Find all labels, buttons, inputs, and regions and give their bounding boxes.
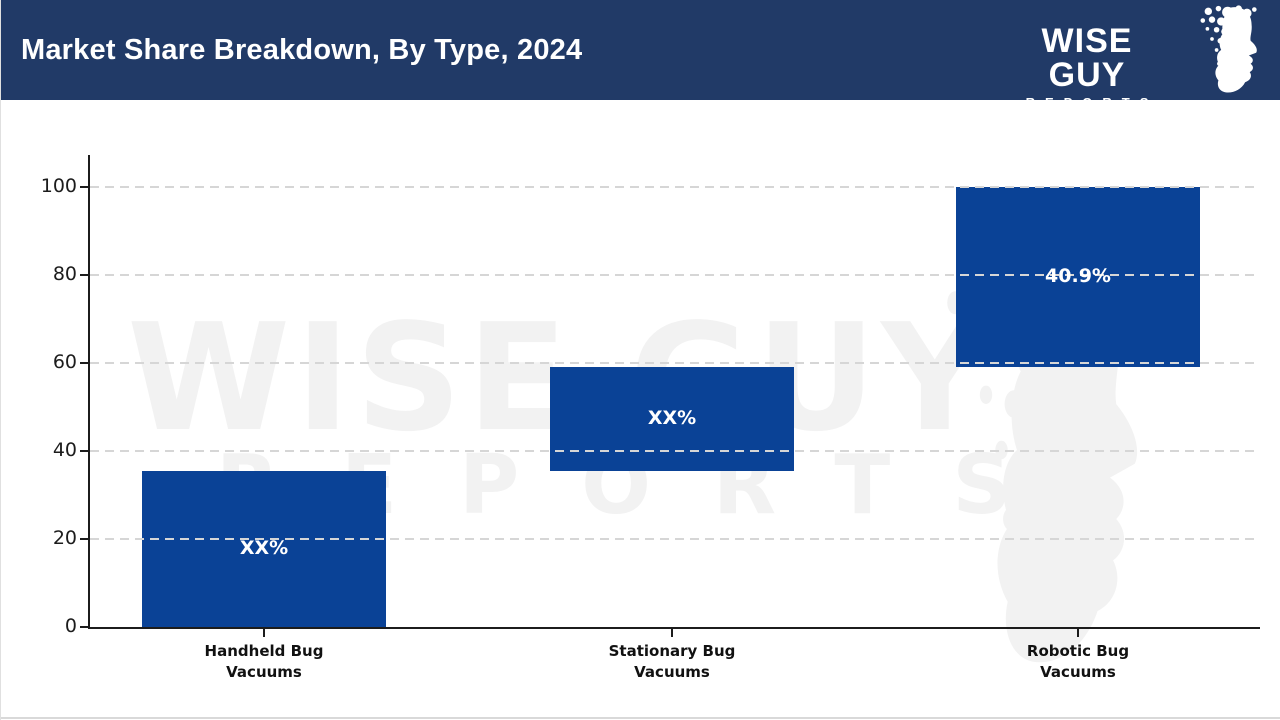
x-tick-mark-robotic-bug-vacuums <box>1077 629 1079 637</box>
gridline-y-80 <box>90 274 1259 276</box>
wiseguy-logo: WISE GUY REPORTS <box>1013 0 1273 110</box>
wiseguy-logo-text: WISE GUY REPORTS <box>1013 24 1161 110</box>
y-axis-line <box>88 155 90 629</box>
bottom-border <box>1 717 1280 719</box>
bar-label-handheld-bug-vacuums: XX% <box>239 537 289 560</box>
logo-wordmark: WISE GUY <box>1041 22 1133 94</box>
bar-label-robotic-bug-vacuums: 40.9% <box>1045 264 1111 287</box>
gridline-y-100 <box>90 186 1259 188</box>
x-tick-label-handheld-bug-vacuums: Handheld Bug Vacuums <box>204 642 324 681</box>
x-tick-label-robotic-bug-vacuums: Robotic Bug Vacuums <box>1026 642 1130 681</box>
gridline-y-40 <box>90 450 1259 452</box>
bar-label-stationary-bug-vacuums: XX% <box>647 407 697 430</box>
y-tick-label-60: 60 <box>52 351 77 373</box>
y-tick-mark-100 <box>80 186 89 188</box>
x-tick-mark-stationary-bug-vacuums <box>671 629 673 637</box>
y-tick-mark-80 <box>80 274 89 276</box>
y-tick-mark-40 <box>80 450 89 452</box>
bar-stationary-bug-vacuums <box>550 366 794 472</box>
x-tick-label-stationary-bug-vacuums: Stationary Bug Vacuums <box>608 642 736 681</box>
wiseguy-face-logo-icon <box>1200 5 1257 93</box>
bar-handheld-bug-vacuums <box>142 471 386 627</box>
y-tick-label-20: 20 <box>52 527 77 549</box>
header-bar: Market Share Breakdown, By Type, 2024 WI… <box>1 0 1280 110</box>
y-tick-label-100: 100 <box>40 175 77 197</box>
y-tick-mark-20 <box>80 538 89 540</box>
gridline-y-60 <box>90 362 1259 364</box>
gridline-y-20 <box>90 538 1259 540</box>
x-axis-line <box>88 627 1260 629</box>
y-tick-label-0: 0 <box>64 615 77 637</box>
y-tick-label-40: 40 <box>52 439 77 461</box>
chart-area: WISE GUY REPORTS 0 20 40 60 80 100 XX% XX% 40.9%… <box>1 100 1280 720</box>
bar-robotic-bug-vacuums <box>956 187 1200 367</box>
y-tick-mark-60 <box>80 362 89 364</box>
x-tick-mark-handheld-bug-vacuums <box>263 629 265 637</box>
page-title: Market Share Breakdown, By Type, 2024 <box>21 33 583 66</box>
y-tick-mark-0 <box>80 626 89 628</box>
y-tick-label-80: 80 <box>52 263 77 285</box>
